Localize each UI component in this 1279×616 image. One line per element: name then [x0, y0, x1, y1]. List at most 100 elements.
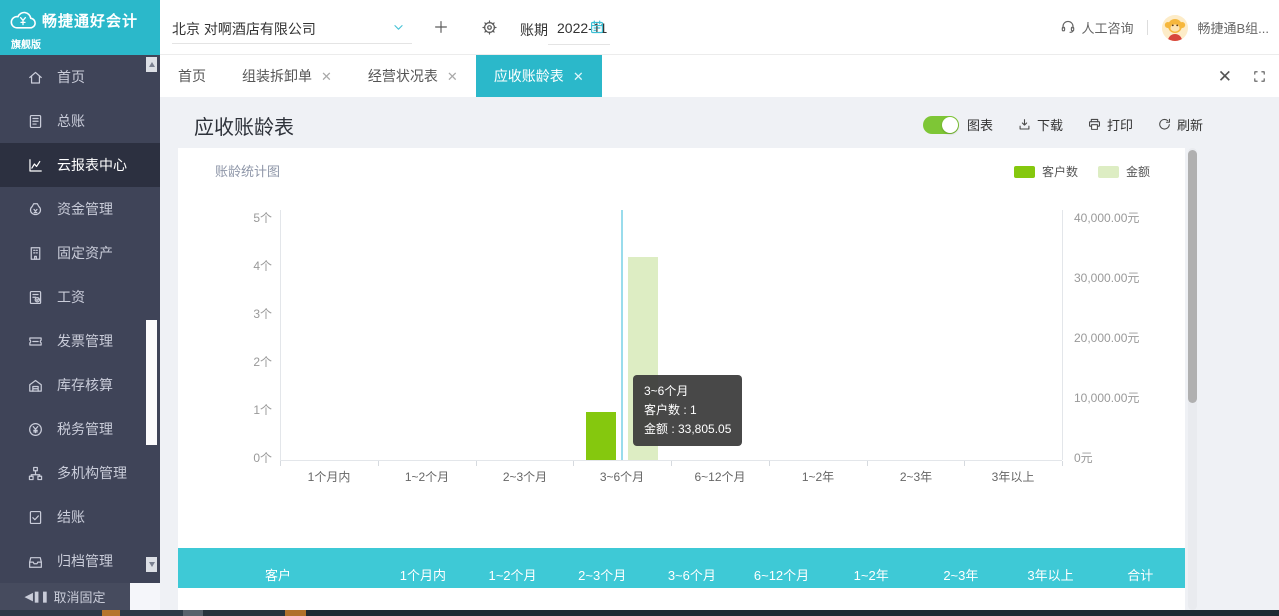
sidebar-item-home[interactable]: 首页 [0, 55, 160, 99]
sidebar-scroll-up-icon[interactable] [146, 57, 157, 72]
print-button[interactable]: 打印 [1087, 115, 1133, 134]
add-tab-button[interactable] [433, 19, 449, 40]
y-axis-left-label: 3个 [253, 307, 272, 321]
sidebar-item-label: 库存核算 [57, 377, 113, 393]
sidebar-item-label: 结账 [57, 509, 85, 525]
fullscreen-icon[interactable] [1252, 69, 1267, 84]
funds-icon [27, 201, 44, 218]
sidebar-item-label: 税务管理 [57, 421, 113, 437]
brand-logo: 畅捷通好会计 旗舰版 [0, 0, 160, 55]
refresh-icon [1157, 117, 1172, 132]
x-axis-label: 6~12个月 [694, 470, 746, 484]
tab-ar-aging[interactable]: 应收账龄表 ✕ [475, 55, 602, 97]
table-column-header: 3年以上 [1027, 568, 1074, 583]
payroll-icon [27, 289, 44, 306]
download-button[interactable]: 下载 [1017, 115, 1063, 134]
taskbar-segment [285, 610, 306, 616]
table-column-header: 6~12个月 [753, 568, 810, 583]
avatar[interactable] [1162, 14, 1189, 41]
taskbar-segment [0, 610, 102, 616]
tax-icon [27, 421, 44, 438]
sidebar-item-closing[interactable]: 结账 [0, 495, 160, 539]
sidebar-item-label: 固定资产 [57, 245, 113, 261]
table-column-header: 2~3年 [943, 568, 979, 583]
chart-toggle[interactable] [923, 115, 959, 134]
sidebar-item-label: 首页 [57, 69, 85, 85]
tab-home[interactable]: 首页 [160, 55, 224, 97]
page-title: 应收账龄表 [194, 117, 294, 139]
tooltip-line: 金额 : 33,805.05 [644, 422, 732, 436]
tab-close-icon[interactable]: ✕ [321, 68, 332, 84]
sidebar-item-general-ledger[interactable]: 总账 [0, 99, 160, 143]
chart-crosshair-line [621, 210, 623, 460]
sidebar-item-fixed-assets[interactable]: 固定资产 [0, 231, 160, 275]
calendar-icon[interactable] [589, 19, 605, 40]
legend-label: 金额 [1125, 165, 1150, 179]
chart-legend: 客户数 金额 [1013, 163, 1150, 180]
chart-title: 账龄统计图 [215, 164, 281, 179]
sidebar-item-label: 多机构管理 [57, 465, 127, 481]
x-axis-line [280, 460, 1062, 461]
main-content: 应收账龄表 图表 下载 打印 刷新 账龄统计图 客户数 金额 5个 4个 3个 2个 1个… [160, 97, 1279, 610]
x-axis-tick [378, 461, 379, 466]
legend-item-amount[interactable]: 金额 [1097, 163, 1150, 180]
sidebar-item-payroll[interactable]: 工资 [0, 275, 160, 319]
legend-swatch [1013, 165, 1035, 178]
x-axis-tick [476, 461, 477, 466]
x-axis-tick [867, 461, 868, 466]
closing-icon [27, 509, 44, 526]
sidebar-item-label: 总账 [57, 113, 85, 129]
bar-customer-count[interactable] [586, 412, 616, 460]
legend-swatch [1097, 165, 1119, 178]
tab-close-icon[interactable]: ✕ [446, 68, 458, 84]
sidebar-item-cloud-reports[interactable]: 云报表中心 [0, 143, 160, 187]
refresh-button[interactable]: 刷新 [1157, 115, 1203, 134]
x-axis-tick [1062, 461, 1063, 466]
x-axis-label: 2~3年 [899, 470, 933, 484]
sidebar-item-tax[interactable]: 税务管理 [0, 407, 160, 451]
fixed-assets-icon [27, 245, 44, 262]
sidebar-item-label: 资金管理 [57, 201, 113, 217]
y-axis-right-label: 10,000.00元 [1074, 391, 1140, 405]
inventory-icon [27, 377, 44, 394]
y-axis-left-line [280, 210, 281, 460]
gear-icon[interactable] [481, 19, 498, 41]
chart-toggle-label: 图表 [967, 118, 994, 133]
period-underline [548, 44, 610, 45]
refresh-label: 刷新 [1177, 118, 1204, 133]
company-selector[interactable]: 北京 对啊酒店有限公司 [172, 0, 412, 54]
tab-close-icon[interactable]: ✕ [572, 68, 584, 84]
sidebar-item-invoice[interactable]: 发票管理 [0, 319, 160, 363]
content-scrollbar-thumb[interactable] [1188, 150, 1197, 403]
tab-actions: ✕ [1218, 55, 1267, 97]
invoice-icon [27, 333, 44, 350]
toolbar: 图表 下载 打印 刷新 [923, 115, 1203, 134]
sidebar-item-multi-org[interactable]: 多机构管理 [0, 451, 160, 495]
unpin-sidebar-button[interactable]: ◀❚❚ 取消固定 [0, 583, 130, 610]
sidebar-item-archive[interactable]: 归档管理 [0, 539, 160, 583]
brand-edition: 旗舰版 [11, 40, 41, 51]
taskbar-segment [306, 610, 1279, 616]
header-right: 人工咨询 畅捷通B组... [1060, 0, 1269, 55]
tab-operating-report[interactable]: 经营状况表 ✕ [350, 55, 476, 97]
close-icon[interactable]: ✕ [1217, 66, 1232, 86]
x-axis-tick [573, 461, 574, 466]
user-name[interactable]: 畅捷通B组... [1197, 21, 1269, 36]
y-axis-right-label: 0元 [1074, 451, 1093, 465]
legend-item-customer-count[interactable]: 客户数 [1013, 163, 1078, 180]
taskbar-segment [183, 610, 203, 616]
tab-assembly-order[interactable]: 组装拆卸单 ✕ [224, 55, 350, 97]
tooltip-line: 客户数 : 1 [644, 403, 697, 417]
header-divider [1147, 20, 1149, 35]
table-column-header: 2~3个月 [578, 568, 627, 583]
sidebar-item-funds[interactable]: 资金管理 [0, 187, 160, 231]
sidebar-scroll-down-icon[interactable] [146, 557, 157, 572]
company-name: 北京 对啊酒店有限公司 [172, 21, 316, 37]
consult-button[interactable]: 人工咨询 [1060, 18, 1133, 37]
print-icon [1087, 117, 1102, 132]
sidebar-item-inventory[interactable]: 库存核算 [0, 363, 160, 407]
y-axis-left-label: 1个 [253, 403, 272, 417]
sidebar-scrollbar-thumb[interactable] [146, 320, 157, 445]
content-scrollbar [1188, 148, 1197, 610]
x-axis-label: 1个月内 [307, 470, 351, 484]
